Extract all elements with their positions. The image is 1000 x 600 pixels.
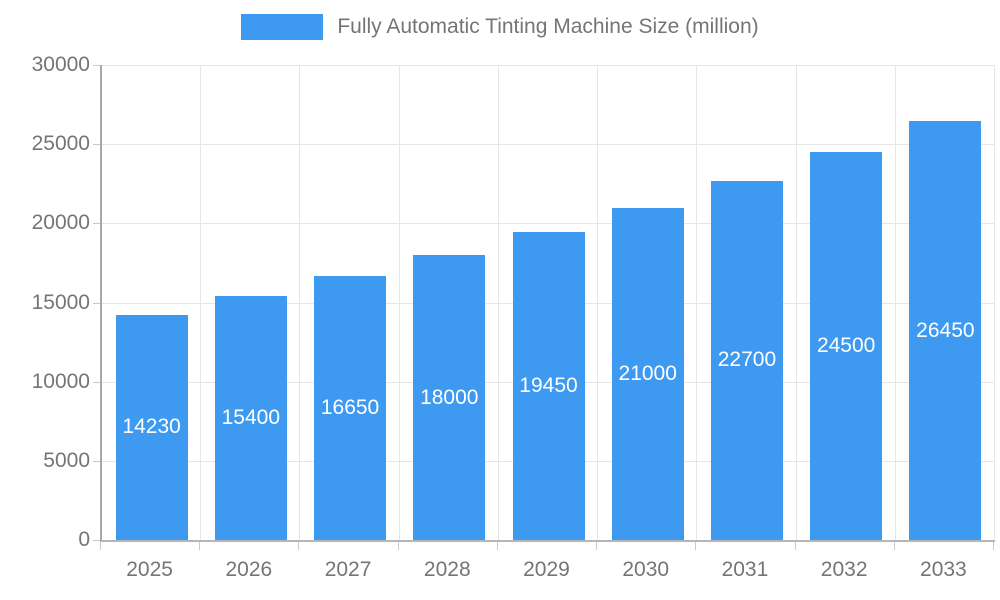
x-axis-tick-label: 2032	[820, 558, 868, 581]
x-axis-tick-label: 2029	[523, 558, 570, 581]
bar-2028[interactable]: 18000	[413, 255, 486, 540]
x-axis-tick-label: 2025	[126, 558, 173, 581]
y-axis-tick-mark	[93, 223, 100, 225]
bar-2032[interactable]: 24500	[810, 152, 883, 540]
bar-value-label: 18000	[420, 385, 479, 409]
v-gridline	[994, 65, 995, 540]
y-axis-tick-mark	[93, 144, 100, 146]
h-gridline	[102, 65, 995, 66]
bar-value-label: 22700	[717, 348, 777, 372]
bar-value-label: 21000	[618, 361, 677, 385]
v-gridline	[200, 65, 202, 540]
x-axis-tick-label: 2031	[721, 558, 769, 581]
x-axis-tick-mark	[596, 542, 598, 550]
bar-2026[interactable]: 15400	[214, 296, 287, 540]
x-axis-tick-label: 2033	[920, 558, 967, 581]
y-axis-tick-mark	[93, 302, 100, 304]
x-axis-tick-mark	[100, 542, 101, 550]
bar-2030[interactable]: 21000	[611, 207, 684, 540]
y-axis-tick-mark	[93, 540, 100, 541]
x-axis-tick-mark	[695, 542, 697, 550]
legend[interactable]: Fully Automatic Tinting Machine Size (mi…	[0, 14, 1000, 40]
legend-label: Fully Automatic Tinting Machine Size (mi…	[337, 15, 759, 38]
v-gridline	[398, 65, 400, 540]
v-gridline	[894, 65, 896, 540]
bar-value-label: 26450	[916, 318, 975, 342]
bar-2025[interactable]: 14230	[115, 314, 188, 540]
y-axis-tick-mark	[93, 65, 100, 66]
x-axis-tick-label: 2027	[324, 558, 372, 581]
x-axis-tick-mark	[993, 542, 994, 550]
x-axis-tick-label: 2028	[423, 558, 471, 581]
bar-value-label: 16650	[320, 396, 380, 420]
y-axis-tick-mark	[93, 381, 100, 383]
bar-2027[interactable]: 16650	[314, 276, 387, 540]
h-gridline	[102, 223, 995, 225]
x-axis-tick-mark	[893, 542, 895, 550]
v-gridline	[696, 65, 698, 540]
bar-value-label: 15400	[221, 406, 281, 430]
y-axis-tick-label: 0	[78, 528, 90, 551]
v-gridline	[299, 65, 301, 540]
plot-area: 14230 15400 16650 18000 19450 21000 22700 24500…	[100, 65, 995, 542]
y-axis-tick-label: 30000	[31, 53, 90, 76]
v-gridline	[497, 65, 499, 540]
bar-2033[interactable]: 26450	[909, 121, 982, 540]
y-axis-tick-label: 5000	[43, 448, 90, 472]
bar-value-label: 19450	[519, 374, 578, 398]
v-gridline	[597, 65, 599, 540]
bar-value-label: 24500	[816, 334, 876, 358]
x-axis-tick-label: 2030	[622, 558, 670, 581]
bar-2031[interactable]: 22700	[710, 180, 783, 540]
y-axis-tick-label: 10000	[31, 369, 90, 393]
x-axis-tick-label: 2026	[225, 558, 273, 581]
h-gridline	[102, 144, 995, 146]
bar-2029[interactable]: 19450	[512, 232, 585, 540]
x-axis-tick-mark	[496, 542, 498, 550]
x-axis-tick-mark	[794, 542, 796, 550]
legend-swatch	[241, 14, 324, 40]
y-axis-tick-label: 20000	[31, 211, 90, 235]
y-axis-tick-label: 25000	[31, 132, 90, 156]
y-axis-tick-label: 15000	[31, 290, 90, 314]
x-axis-tick-mark	[397, 542, 399, 550]
v-gridline	[795, 65, 797, 540]
x-axis-tick-mark	[298, 542, 300, 550]
y-axis-tick-mark	[93, 460, 100, 462]
bar-value-label: 14230	[122, 415, 181, 439]
x-axis-tick-mark	[199, 542, 201, 550]
